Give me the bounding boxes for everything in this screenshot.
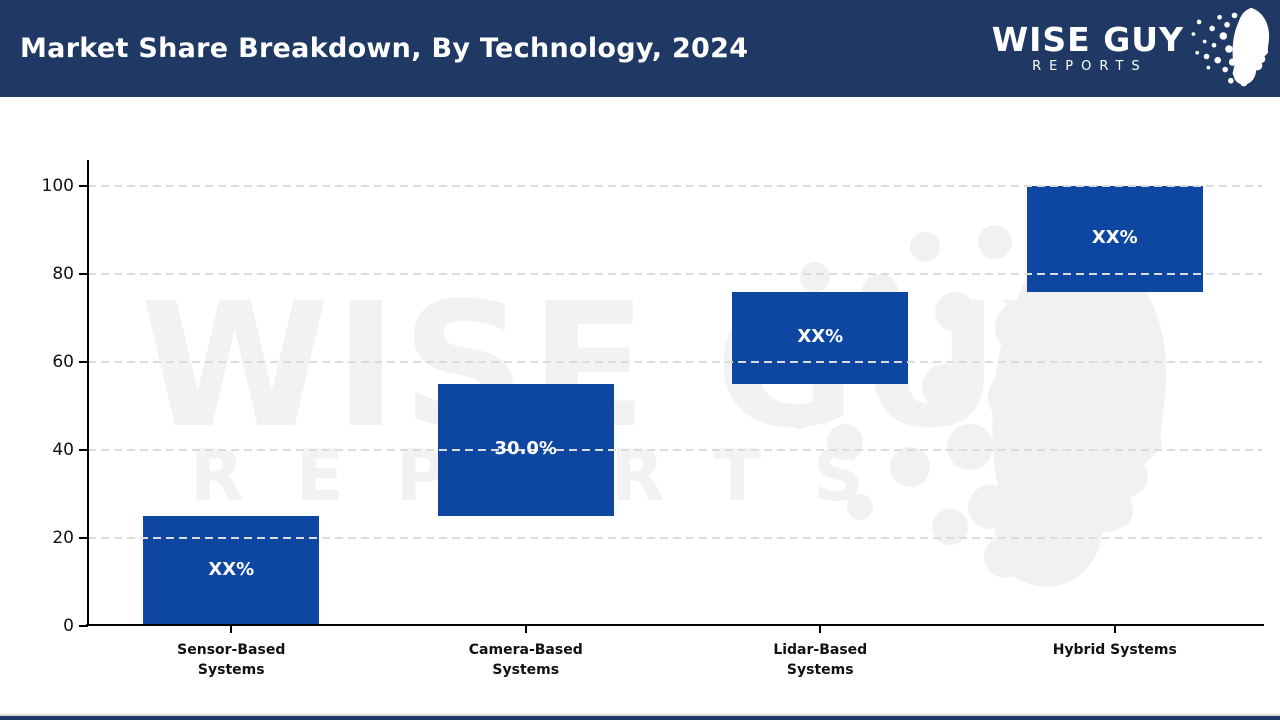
x-tick-mark xyxy=(524,626,527,633)
gridline-40 xyxy=(88,449,1262,451)
y-tick-label: 100 xyxy=(41,176,74,196)
gridline-100 xyxy=(88,185,1262,187)
bar-segment xyxy=(143,516,320,626)
bar-value-label: XX% xyxy=(797,325,844,347)
y-axis-line xyxy=(87,160,89,626)
logo-text: WISE GUY REPORTS xyxy=(992,23,1184,74)
x-category-label: Hybrid Systems xyxy=(1052,642,1177,658)
x-tick-mark xyxy=(819,626,822,633)
y-tick-label: 0 xyxy=(63,616,74,636)
plot-area: WISE GUY REPORTS 020406080100XX%Sensor-B… xyxy=(0,97,1280,717)
bar-value-label: XX% xyxy=(208,559,255,580)
y-tick-label: 20 xyxy=(52,528,74,548)
y-tick-mark xyxy=(79,625,88,627)
y-tick-label: 60 xyxy=(52,352,74,372)
x-tick-mark xyxy=(1113,626,1116,633)
bar-value-label: 30.0% xyxy=(494,438,557,459)
x-axis-line xyxy=(86,624,1264,626)
y-tick-label: 40 xyxy=(52,440,74,460)
logo-subtext: REPORTS xyxy=(1032,59,1148,74)
x-category-label: Sensor-Based Systems xyxy=(177,642,286,679)
x-tick-mark xyxy=(230,626,233,633)
x-category-label: Lidar-Based Systems xyxy=(773,642,868,679)
logo-wordmark: WISE GUY xyxy=(991,20,1184,59)
gridline-60 xyxy=(88,361,1262,363)
bar-segment xyxy=(732,291,909,384)
footer-bar xyxy=(0,716,1280,720)
logo-face-icon xyxy=(1191,7,1270,86)
y-tick-mark xyxy=(79,273,88,275)
gridline-80 xyxy=(88,273,1262,275)
bottom-divider xyxy=(0,714,1280,716)
page-title: Market Share Breakdown, By Technology, 2… xyxy=(20,33,749,64)
bar-value-label: XX% xyxy=(1091,226,1138,248)
wiseguy-logo: WISE GUY REPORTS xyxy=(992,6,1270,92)
y-tick-mark xyxy=(79,361,88,363)
header: Market Share Breakdown, By Technology, 2… xyxy=(0,0,1280,97)
y-tick-label: 80 xyxy=(52,264,74,284)
x-category-label: Camera-Based Systems xyxy=(468,642,583,679)
y-tick-mark xyxy=(79,185,88,187)
gridline-20 xyxy=(88,537,1262,539)
y-tick-mark xyxy=(79,537,88,539)
y-tick-mark xyxy=(79,449,88,451)
